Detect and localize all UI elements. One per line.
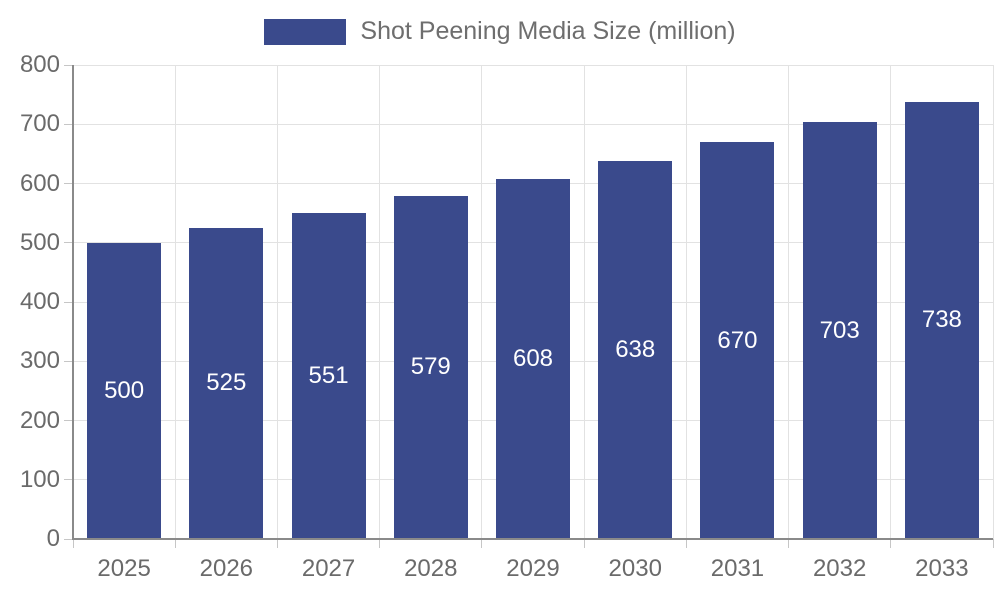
x-tick-mark — [379, 539, 381, 548]
bar-value-label: 608 — [512, 344, 554, 372]
bar: 551 — [291, 212, 366, 539]
legend-label: Shot Peening Media Size (million) — [360, 17, 736, 45]
y-tick-label: 0 — [46, 525, 60, 552]
y-tick-label: 400 — [19, 288, 60, 315]
bar: 703 — [802, 122, 877, 539]
x-tick-label: 2031 — [710, 555, 765, 582]
h-gridline — [73, 64, 993, 66]
x-tick-label: 2025 — [97, 555, 151, 582]
y-tick-mark — [64, 64, 73, 66]
x-axis-line — [72, 538, 993, 540]
y-axis-line — [72, 65, 74, 539]
y-tick-label: 100 — [19, 465, 60, 493]
y-tick-mark — [64, 420, 73, 421]
bar: 738 — [904, 101, 979, 539]
y-tick-mark — [64, 360, 73, 362]
x-tick-mark — [481, 539, 483, 548]
x-tick-label: 2028 — [404, 555, 458, 582]
legend-swatch — [264, 18, 347, 45]
bar: 525 — [189, 227, 264, 539]
bar-value-label: 579 — [410, 353, 451, 381]
x-tick-mark — [890, 539, 892, 548]
bar-value-label: 500 — [104, 376, 145, 404]
bar-value-label: 703 — [819, 316, 860, 344]
x-tick-label: 2033 — [915, 555, 969, 582]
v-gridline — [379, 65, 381, 539]
bar: 500 — [87, 242, 162, 539]
y-tick-label: 200 — [19, 406, 60, 434]
y-tick-mark — [64, 538, 73, 540]
bar: 579 — [393, 195, 468, 539]
y-tick-label: 500 — [19, 228, 60, 256]
v-gridline — [788, 65, 790, 539]
v-gridline — [890, 65, 892, 539]
bar: 608 — [496, 178, 570, 539]
v-gridline — [992, 65, 994, 539]
x-tick-label: 2026 — [199, 555, 254, 582]
x-tick-mark — [72, 539, 74, 548]
bar-value-label: 551 — [308, 361, 349, 389]
y-tick-label: 300 — [19, 347, 60, 375]
legend: Shot Peening Media Size (million) — [0, 17, 1000, 46]
y-tick-label: 800 — [19, 51, 60, 78]
h-gridline — [73, 123, 993, 125]
bar-value-label: 525 — [206, 369, 247, 397]
x-tick-mark — [583, 539, 585, 548]
y-tick-mark — [64, 183, 73, 184]
x-tick-label: 2027 — [301, 555, 356, 582]
y-tick-mark — [64, 301, 73, 303]
v-gridline — [481, 65, 483, 539]
bar-value-label: 638 — [615, 336, 656, 363]
x-tick-label: 2029 — [506, 555, 560, 582]
v-gridline — [276, 65, 278, 539]
y-tick-label: 700 — [19, 110, 60, 138]
x-tick-label: 2032 — [812, 555, 867, 582]
x-tick-mark — [788, 539, 790, 548]
x-tick-label: 2030 — [608, 555, 662, 582]
x-tick-mark — [685, 539, 687, 548]
x-tick-mark — [992, 539, 994, 548]
bar: 670 — [700, 142, 775, 539]
v-gridline — [174, 65, 176, 539]
v-gridline — [685, 65, 687, 539]
bar-value-label: 670 — [717, 326, 758, 354]
bar-value-label: 738 — [921, 306, 962, 334]
y-tick-mark — [64, 479, 73, 481]
x-tick-mark — [174, 539, 176, 548]
v-gridline — [583, 65, 585, 539]
y-tick-label: 600 — [19, 169, 60, 197]
y-tick-mark — [64, 123, 73, 125]
x-tick-mark — [276, 539, 278, 548]
y-tick-mark — [64, 242, 73, 244]
bar: 638 — [598, 161, 673, 539]
plot-area: 0 100 200 300 400 500 600 700 800 500 2025 525 2026 5… — [20, 51, 994, 582]
